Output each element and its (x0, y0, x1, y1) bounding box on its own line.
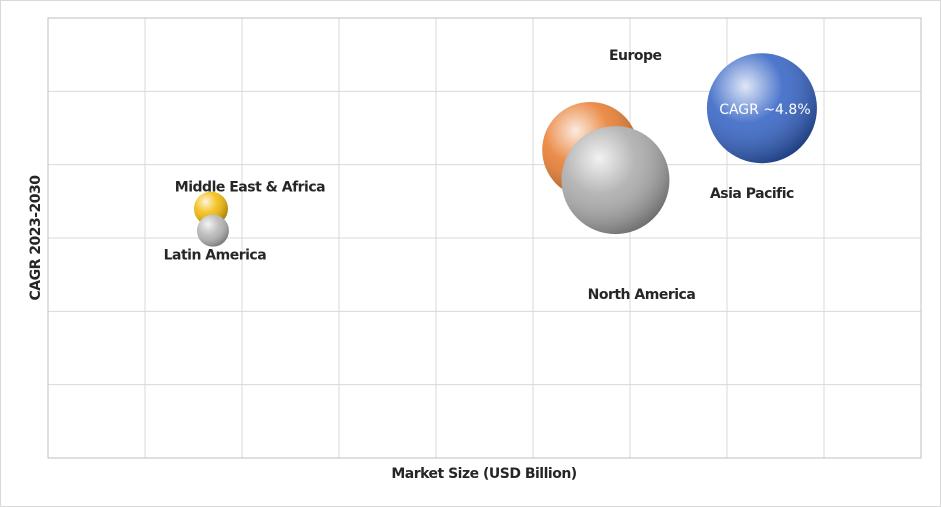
bubble-shine (561, 126, 670, 235)
bubble-shine (706, 53, 817, 164)
bubble-label: Europe (609, 48, 662, 64)
annotation: CAGR ~4.8% (719, 102, 810, 118)
bubble-label: Middle East & Africa (175, 180, 325, 196)
bubble (706, 53, 817, 164)
y-axis-title: CAGR 2023-2030 (28, 175, 44, 301)
bubble-label: North America (588, 287, 696, 303)
bubble-label: Asia Pacific (710, 186, 794, 202)
x-axis-title: Market Size (USD Billion) (391, 466, 576, 482)
plot-border (47, 17, 922, 459)
bubble (196, 214, 229, 247)
bubble-label: Latin America (164, 248, 267, 264)
bubble (561, 126, 670, 235)
bubble-shine (196, 214, 229, 247)
